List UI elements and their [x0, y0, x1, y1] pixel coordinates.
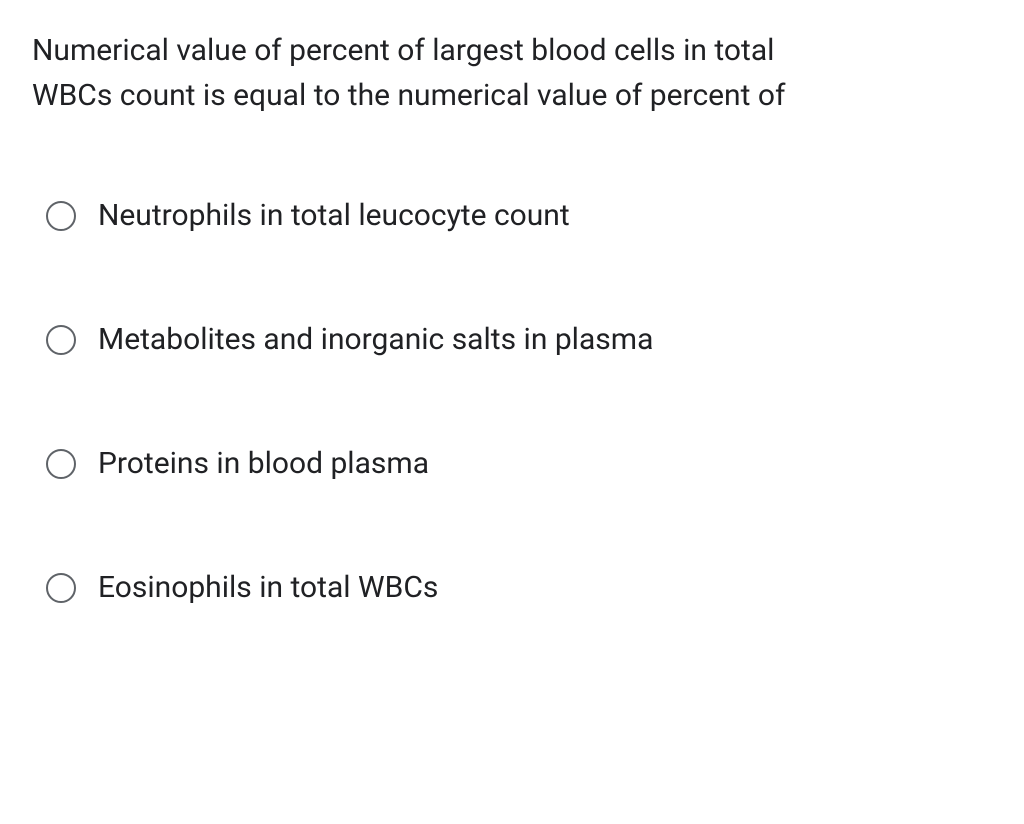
option-row-3[interactable]: Eosinophils in total WBCs — [46, 570, 992, 606]
radio-icon[interactable] — [46, 325, 76, 355]
option-label: Proteins in blood plasma — [98, 446, 429, 482]
option-label: Eosinophils in total WBCs — [98, 570, 438, 606]
radio-icon[interactable] — [46, 573, 76, 603]
radio-icon[interactable] — [46, 449, 76, 479]
question-line-1: Numerical value of percent of largest bl… — [32, 28, 992, 73]
question-block: Numerical value of percent of largest bl… — [32, 28, 992, 606]
question-text: Numerical value of percent of largest bl… — [32, 28, 992, 118]
option-row-0[interactable]: Neutrophils in total leucocyte count — [46, 198, 992, 234]
option-row-1[interactable]: Metabolites and inorganic salts in plasm… — [46, 322, 992, 358]
option-row-2[interactable]: Proteins in blood plasma — [46, 446, 992, 482]
option-label: Neutrophils in total leucocyte count — [98, 198, 570, 234]
option-label: Metabolites and inorganic salts in plasm… — [98, 322, 653, 358]
radio-icon[interactable] — [46, 201, 76, 231]
question-line-2: WBCs count is equal to the numerical val… — [32, 73, 992, 118]
options-container: Neutrophils in total leucocyte count Met… — [32, 198, 992, 606]
